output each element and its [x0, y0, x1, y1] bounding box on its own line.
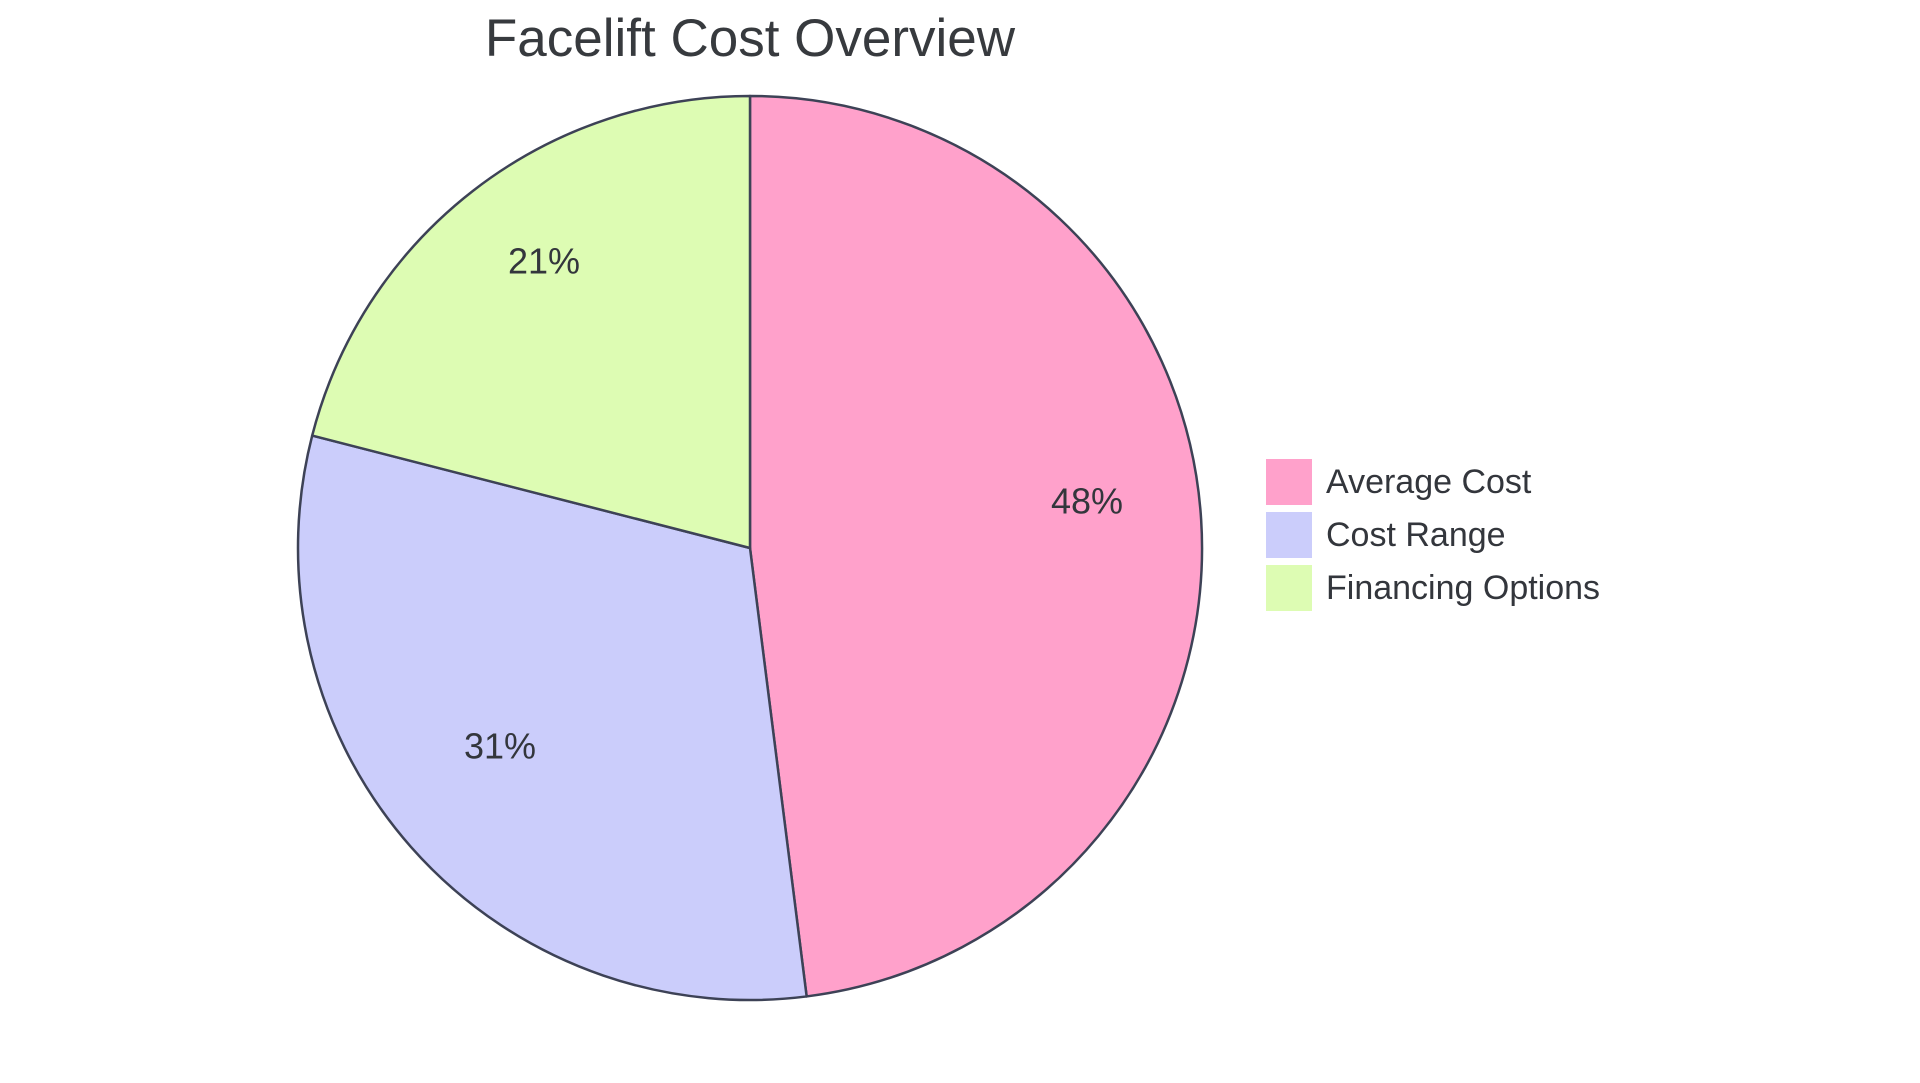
svg-text:31%: 31% — [464, 726, 536, 767]
svg-text:21%: 21% — [508, 241, 580, 282]
svg-text:48%: 48% — [1051, 481, 1123, 522]
